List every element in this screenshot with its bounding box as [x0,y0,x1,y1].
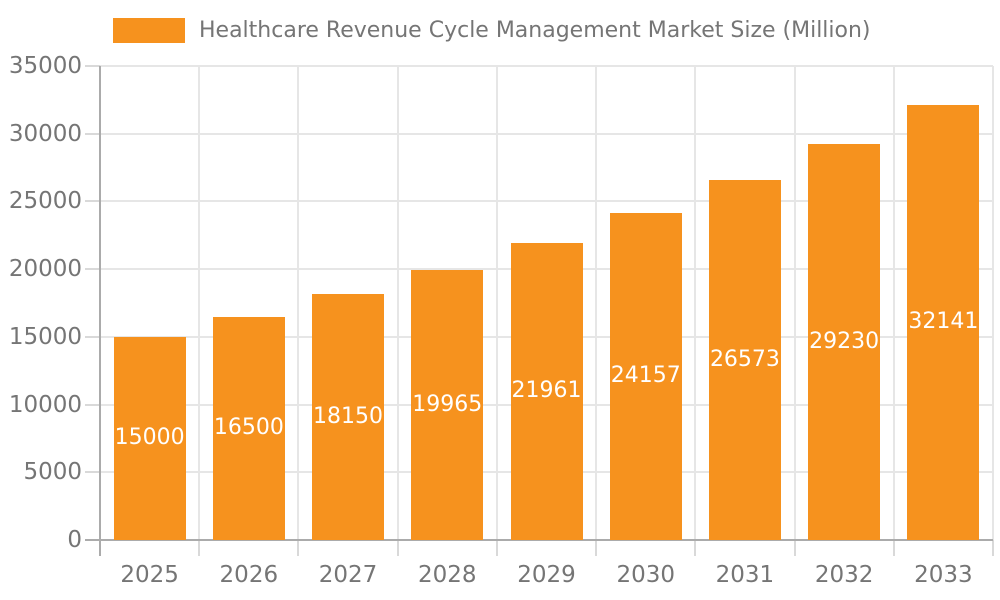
x-tick-label: 2031 [715,562,775,588]
bar-value-label: 16500 [213,415,284,441]
v-gridline [793,66,796,540]
bar [212,316,285,540]
x-tick-mark [396,540,399,556]
y-tick-label: 20000 [8,256,82,283]
v-gridline [892,66,895,540]
y-tick-label: 10000 [8,391,82,418]
bar-value-label: 18150 [313,404,384,430]
y-tick-mark [85,471,100,474]
h-gridline [100,200,993,203]
bar-value-label: 21961 [511,378,582,404]
x-tick-label: 2025 [120,562,179,588]
bar [113,336,186,540]
bar [609,212,682,540]
y-tick-label: 5000 [23,459,82,486]
legend-swatch [113,17,185,43]
x-tick-label: 2033 [914,562,973,588]
x-tick-mark [992,540,994,556]
bar [808,144,881,540]
x-tick-mark [694,540,697,556]
y-axis-line [99,66,101,556]
bar-value-label: 26573 [709,347,780,373]
bar-value-label: 29230 [809,329,880,355]
chart-legend[interactable]: Healthcare Revenue Cycle Management Mark… [113,14,871,46]
x-tick-mark [793,540,796,556]
x-tick-mark [595,540,598,556]
y-tick-mark [85,200,100,203]
v-gridline [396,66,399,540]
bar [312,294,385,540]
y-tick-mark [85,403,100,406]
h-gridline [100,65,993,67]
bar-value-label: 19965 [412,391,483,417]
v-gridline [198,66,201,540]
y-tick-label: 35000 [8,53,82,79]
y-tick-label: 0 [67,527,82,553]
x-tick-mark [495,540,498,556]
y-tick-label: 15000 [8,323,82,350]
y-tick-mark [85,335,100,338]
x-tick-label: 2028 [417,562,477,588]
v-gridline [992,66,994,540]
x-tick-label: 2026 [219,562,279,588]
y-tick-label: 25000 [8,188,82,215]
x-tick-mark [297,540,300,556]
bar-value-label: 32141 [908,309,979,335]
x-tick-mark [892,540,895,556]
v-gridline [694,66,697,540]
v-gridline [297,66,300,540]
x-tick-label: 2027 [318,562,378,588]
bar [510,242,583,540]
y-tick-mark [85,268,100,271]
bar [411,269,484,540]
legend-label: Healthcare Revenue Cycle Management Mark… [199,17,871,43]
y-tick-label: 30000 [8,120,82,147]
h-gridline [100,132,993,135]
bar-value-label: 24157 [610,363,681,389]
x-axis-line [85,539,993,541]
x-tick-label: 2029 [517,562,576,588]
y-tick-mark [85,65,100,67]
x-tick-mark [198,540,201,556]
bar [708,180,781,540]
x-tick-label: 2032 [814,562,874,588]
v-gridline [595,66,598,540]
bar [907,104,980,540]
y-tick-mark [85,132,100,135]
bar-value-label: 15000 [114,425,185,451]
v-gridline [495,66,498,540]
x-tick-label: 2030 [616,562,675,588]
